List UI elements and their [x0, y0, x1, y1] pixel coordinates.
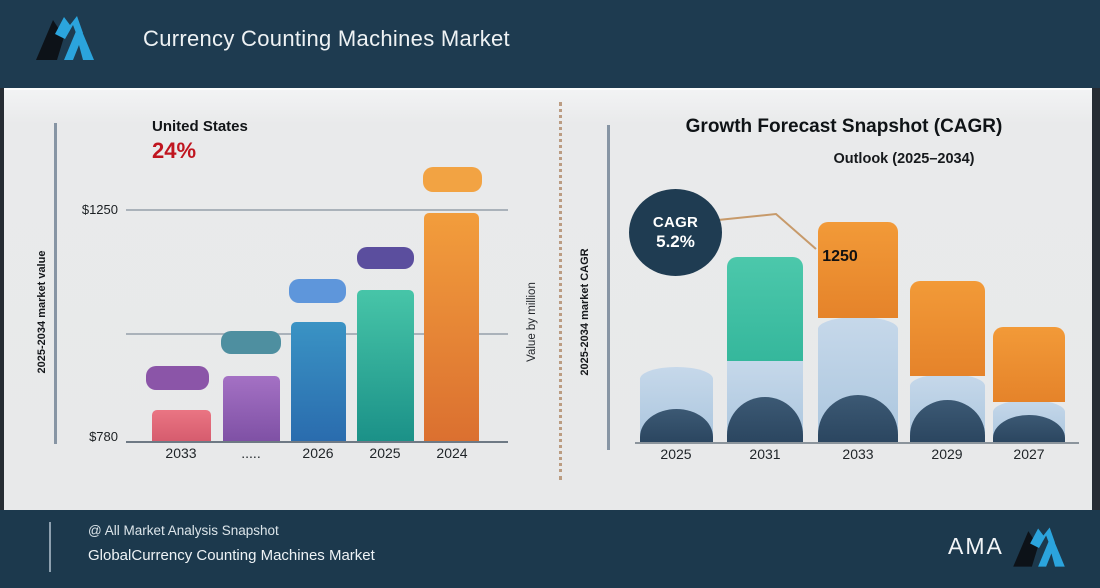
left-x-axis-line	[126, 441, 508, 443]
cap-2024	[423, 167, 482, 192]
x-label-dots: .....	[241, 445, 261, 461]
x-label-2033: 2033	[165, 445, 197, 461]
y-tick-1250: $1250	[81, 202, 118, 217]
cagr-badge-value: 5.2%	[656, 231, 695, 251]
left-y-axis-line	[54, 123, 57, 444]
right-chart-title: Growth Forecast Snapshot (CAGR)	[685, 116, 1003, 137]
x-label-r-2033: 2033	[842, 446, 874, 462]
footer-ama-logo-icon	[1013, 527, 1065, 567]
region-percentage: 24%	[152, 138, 197, 163]
bar-2024	[424, 213, 479, 441]
footer-divider-line	[49, 522, 51, 572]
y-tick-780: $780	[89, 429, 118, 444]
value-by-million-label: Value by million	[526, 282, 538, 362]
stack-2029-orange	[910, 281, 985, 376]
cap-2025	[357, 247, 414, 269]
gridline-1250	[126, 209, 508, 211]
panel-divider	[559, 102, 562, 480]
bar-dots	[223, 376, 280, 441]
cagr-badge: CAGR 5.2%	[629, 189, 722, 276]
bar-2026	[291, 322, 346, 441]
stack-2027-orange	[993, 327, 1065, 402]
header-bar: Currency Counting Machines Market	[0, 0, 1100, 88]
page-title: Currency Counting Machines Market	[143, 26, 510, 51]
x-label-r-2031: 2031	[749, 446, 781, 462]
x-label-2026: 2026	[302, 445, 334, 461]
cagr-badge-label: CAGR	[652, 213, 699, 231]
right-x-axis-line	[635, 442, 1079, 444]
right-y-axis-label: 2025-2034 market CAGR	[579, 248, 591, 376]
cap-dots	[221, 331, 281, 354]
left-y-axis-label: 2025-2034 market value	[36, 250, 48, 374]
region-label: United States	[152, 118, 248, 135]
cap-2026	[289, 279, 346, 303]
bar-2033	[152, 410, 211, 441]
footer-report-title: GlobalCurrency Counting Machines Market	[88, 547, 375, 564]
bar-2025	[357, 290, 414, 441]
x-label-r-2027: 2027	[1013, 446, 1045, 462]
cap-2033	[146, 366, 209, 390]
charts-panel: $1250 $780 2025-2034 market value Value …	[4, 88, 1092, 510]
stack-2031-teal	[727, 257, 803, 361]
footer-bar: @ All Market Analysis Snapshot GlobalCur…	[0, 510, 1100, 588]
footer-tagline: @ All Market Analysis Snapshot	[88, 523, 279, 538]
x-label-2025: 2025	[369, 445, 401, 461]
footer-brand-text: AMA	[948, 533, 1004, 559]
stack-2033-orange	[818, 222, 898, 318]
bar-value-label-1250: 1250	[822, 248, 858, 265]
ama-logo-icon	[36, 16, 94, 60]
x-label-r-2029: 2029	[931, 446, 963, 462]
x-label-2024: 2024	[436, 445, 468, 461]
right-y-axis-line	[607, 125, 610, 450]
right-chart-subtitle: Outlook (2025–2034)	[833, 151, 975, 167]
x-label-r-2025: 2025	[660, 446, 692, 462]
